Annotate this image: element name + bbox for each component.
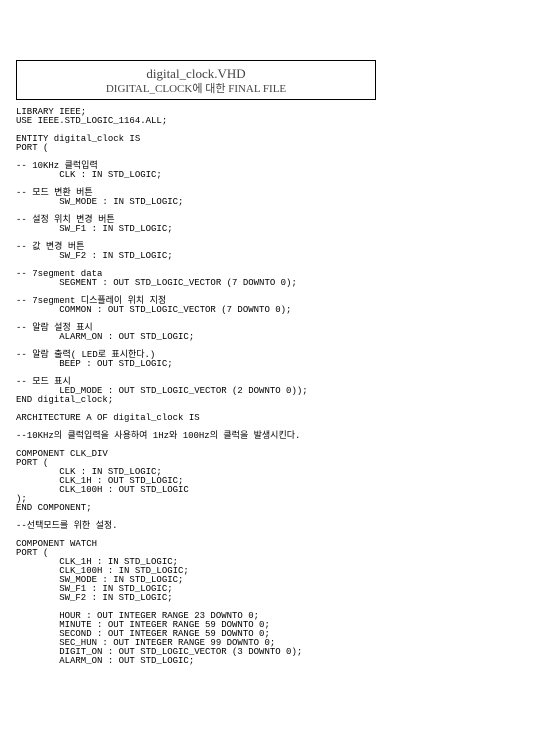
title-line-1: digital_clock.VHD (17, 61, 375, 84)
document-page: digital_clock.VHD DIGITAL_CLOCK에 대한 FINA… (0, 0, 533, 754)
title-line-2: DIGITAL_CLOCK에 대한 FINAL FILE (17, 84, 375, 99)
title-box: digital_clock.VHD DIGITAL_CLOCK에 대한 FINA… (16, 60, 376, 100)
vhdl-source-code: LIBRARY IEEE; USE IEEE.STD_LOGIC_1164.AL… (16, 108, 517, 666)
